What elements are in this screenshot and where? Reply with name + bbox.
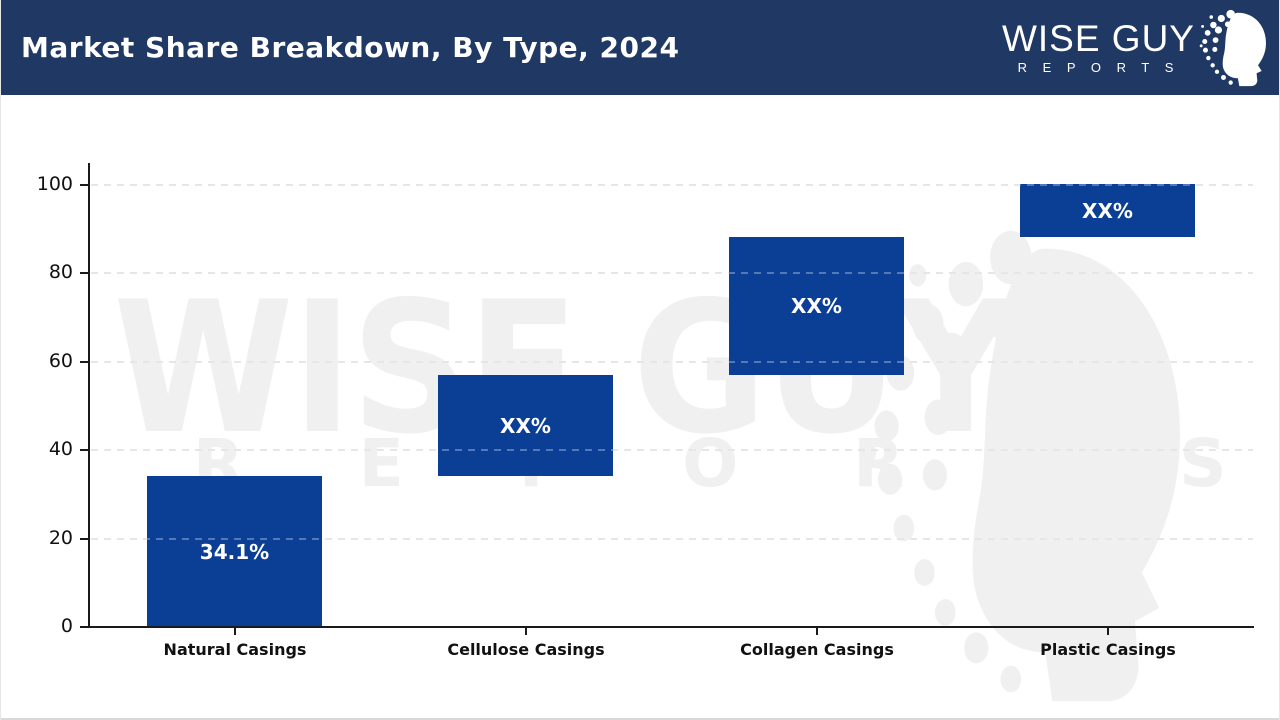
logo-text: WISE GUY R E P O R T S — [1002, 20, 1195, 75]
logo-head-icon — [1199, 9, 1266, 86]
gridline — [91, 537, 1253, 540]
gridline — [91, 449, 1253, 452]
x-axis-tick — [525, 628, 527, 635]
x-axis-line — [88, 626, 1254, 628]
y-axis-line — [88, 163, 90, 628]
y-tick-label: 80 — [48, 261, 73, 284]
gridline — [91, 184, 1253, 187]
logo-name: WISE GUY — [1001, 18, 1195, 59]
gridline-overlay — [91, 537, 1253, 540]
bar-value-label: XX% — [500, 413, 551, 438]
gridline-overlay — [91, 184, 1253, 187]
x-axis-tick — [234, 628, 236, 635]
y-axis-tick — [80, 272, 89, 275]
logo-tagline: R E P O R T S — [1017, 60, 1180, 75]
x-category-label: Collagen Casings — [740, 640, 894, 659]
gridline — [91, 360, 1253, 363]
wiseguy-logo: WISE GUY R E P O R T S — [1002, 0, 1271, 95]
x-category-label: Natural Casings — [163, 640, 307, 659]
page-title: Market Share Breakdown, By Type, 2024 — [21, 31, 680, 64]
bar-value-label: 34.1% — [199, 539, 270, 564]
y-tick-label: 60 — [48, 349, 73, 372]
gridline — [91, 272, 1253, 275]
bar-value-label: XX% — [1082, 198, 1133, 223]
gridline-overlay — [91, 272, 1253, 275]
y-tick-label: 40 — [48, 438, 73, 461]
y-tick-label: 20 — [48, 526, 73, 549]
header: Market Share Breakdown, By Type, 2024 WI… — [1, 0, 1279, 95]
y-axis-tick — [80, 626, 89, 628]
x-category-label: Cellulose Casings — [447, 640, 605, 659]
x-category-label: Plastic Casings — [1040, 640, 1176, 659]
bar: XX% — [1020, 184, 1195, 237]
y-axis-tick — [80, 184, 89, 187]
y-axis-tick — [80, 360, 89, 363]
bar: XX% — [729, 237, 904, 375]
bar: XX% — [438, 375, 613, 476]
bar: 34.1% — [147, 476, 322, 627]
y-tick-label: 0 — [60, 615, 73, 637]
x-axis-tick — [816, 628, 818, 635]
y-tick-label: 100 — [36, 173, 73, 196]
x-axis-tick — [1107, 628, 1109, 635]
gridline-overlay — [91, 449, 1253, 452]
gridline-overlay — [91, 360, 1253, 363]
bottom-border — [1, 718, 1279, 720]
y-axis-tick — [80, 537, 89, 540]
bar-value-label: XX% — [791, 294, 842, 318]
y-axis-tick — [80, 449, 89, 452]
